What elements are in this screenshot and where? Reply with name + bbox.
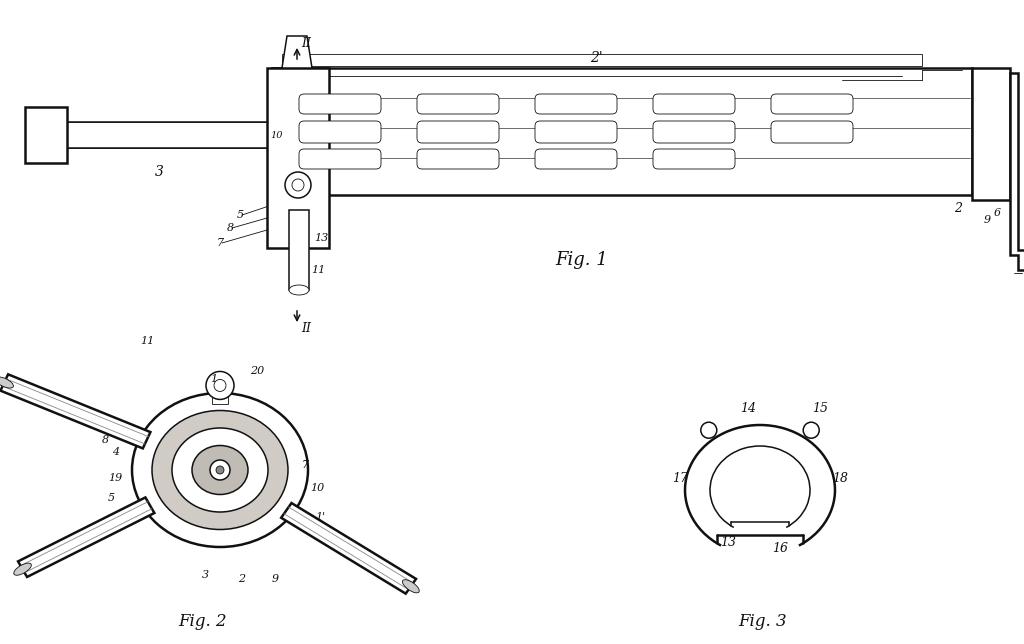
Text: 17: 17 [672, 471, 688, 484]
Bar [289, 210, 309, 290]
FancyBboxPatch shape [299, 94, 381, 114]
FancyBboxPatch shape [653, 121, 735, 143]
Text: II: II [301, 37, 311, 50]
Text: 16: 16 [772, 542, 788, 554]
Text: II: II [301, 321, 311, 334]
FancyBboxPatch shape [299, 149, 381, 169]
Bar [972, 68, 1010, 200]
Bar [267, 68, 329, 248]
Text: 5: 5 [237, 210, 244, 220]
Text: 9: 9 [272, 574, 280, 583]
Text: 13: 13 [314, 233, 329, 243]
Text: 6: 6 [994, 208, 1001, 218]
FancyBboxPatch shape [653, 149, 735, 169]
Bar [272, 68, 972, 195]
Ellipse shape [0, 377, 13, 388]
Text: 8: 8 [227, 223, 234, 233]
Circle shape [206, 372, 234, 399]
Bar [25, 106, 67, 162]
Bar [272, 68, 327, 205]
Ellipse shape [193, 446, 248, 495]
Circle shape [214, 379, 226, 392]
Ellipse shape [13, 563, 32, 575]
FancyBboxPatch shape [417, 149, 499, 169]
Bar [212, 390, 228, 404]
Text: 20: 20 [250, 366, 264, 377]
Polygon shape [282, 503, 416, 594]
Text: 15: 15 [812, 401, 828, 415]
FancyBboxPatch shape [299, 121, 381, 143]
FancyBboxPatch shape [535, 121, 617, 143]
Polygon shape [18, 497, 155, 577]
Text: Fig. 1: Fig. 1 [555, 251, 608, 269]
Ellipse shape [289, 285, 309, 295]
Text: Fig. 2: Fig. 2 [178, 614, 226, 630]
Ellipse shape [132, 393, 308, 547]
Circle shape [285, 172, 311, 198]
Text: 9: 9 [984, 215, 991, 225]
FancyBboxPatch shape [653, 94, 735, 114]
Text: 5: 5 [108, 493, 115, 503]
Text: 14: 14 [740, 401, 756, 415]
FancyBboxPatch shape [535, 149, 617, 169]
Circle shape [216, 466, 224, 474]
Circle shape [292, 179, 304, 191]
FancyBboxPatch shape [535, 94, 617, 114]
FancyBboxPatch shape [417, 94, 499, 114]
Text: 2: 2 [954, 202, 962, 214]
Text: 7: 7 [302, 460, 309, 470]
Text: 2': 2' [590, 51, 603, 65]
Text: 3: 3 [155, 165, 164, 179]
Text: 3: 3 [202, 569, 209, 580]
FancyBboxPatch shape [771, 121, 853, 143]
Text: 11: 11 [311, 265, 326, 275]
Ellipse shape [402, 580, 419, 593]
FancyBboxPatch shape [771, 94, 853, 114]
Bar [65, 122, 272, 147]
Polygon shape [1010, 73, 1024, 270]
Polygon shape [282, 36, 312, 68]
Text: 19: 19 [108, 473, 122, 483]
Text: 2: 2 [238, 574, 245, 583]
Polygon shape [0, 374, 151, 448]
Text: 11: 11 [140, 336, 155, 346]
Text: 10: 10 [270, 131, 283, 140]
Ellipse shape [172, 428, 268, 512]
Text: 18: 18 [831, 471, 848, 484]
Circle shape [210, 460, 230, 480]
FancyBboxPatch shape [417, 121, 499, 143]
Bar [282, 54, 922, 66]
Text: 1: 1 [210, 374, 217, 384]
Circle shape [700, 422, 717, 438]
Ellipse shape [152, 410, 288, 529]
Text: 10: 10 [310, 483, 325, 493]
Text: Fig. 3: Fig. 3 [738, 614, 786, 630]
Text: 7: 7 [217, 238, 224, 248]
Text: 13: 13 [720, 536, 736, 549]
Circle shape [803, 422, 819, 438]
Text: 8: 8 [102, 435, 110, 445]
Text: 1': 1' [315, 511, 326, 522]
Text: 4: 4 [112, 447, 119, 457]
